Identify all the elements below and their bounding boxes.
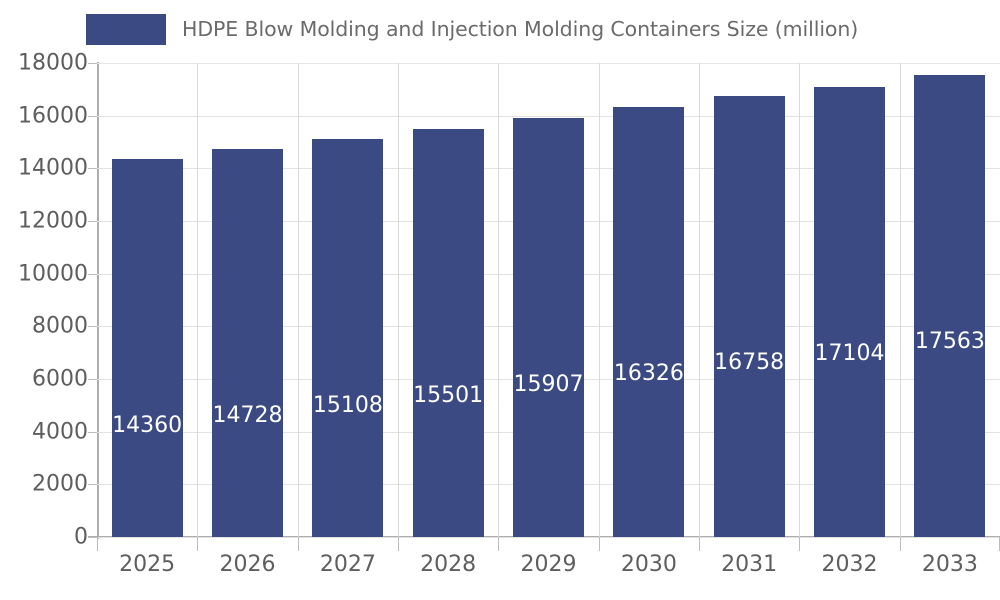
y-axis-tick-label: 8000 — [32, 313, 88, 339]
bar[interactable] — [513, 118, 584, 537]
gridline-vertical — [599, 63, 600, 537]
x-axis-tick — [900, 537, 901, 551]
x-axis-tick — [97, 537, 98, 551]
y-axis-tick — [88, 379, 97, 380]
y-axis-tick-label: 10000 — [18, 261, 88, 287]
x-axis-tick-label: 2030 — [620, 552, 677, 577]
legend-color-swatch — [86, 13, 166, 45]
bar[interactable] — [613, 107, 685, 537]
x-axis-tick-label: 2027 — [319, 552, 376, 577]
x-axis-tick-label: 2026 — [219, 552, 276, 577]
chart-legend[interactable]: HDPE Blow Molding and Injection Molding … — [86, 12, 858, 46]
x-axis-tick — [699, 537, 700, 551]
x-axis-tick — [298, 537, 299, 551]
gridline-vertical — [699, 63, 700, 537]
gridline-vertical — [298, 63, 299, 537]
legend-label: HDPE Blow Molding and Injection Molding … — [182, 17, 859, 41]
y-axis-tick — [88, 537, 97, 538]
y-axis-tick — [88, 273, 97, 275]
gridline-vertical — [498, 63, 499, 537]
gridline-horizontal — [97, 63, 1000, 64]
y-axis-tick — [88, 168, 97, 170]
y-axis-spine — [97, 62, 99, 539]
y-axis-tick — [88, 63, 97, 64]
y-axis-tick — [88, 115, 97, 117]
plot-area: 14360 14728 15108 15501 15907 16326 16758 17104… — [88, 63, 1000, 551]
x-axis-tick-label: 2032 — [821, 552, 878, 577]
x-axis-tick-label: 2025 — [119, 552, 176, 577]
gridline-vertical — [799, 63, 800, 537]
gridline-vertical — [197, 63, 198, 537]
y-axis-tick — [88, 431, 97, 433]
gridline-horizontal — [97, 115, 1000, 117]
y-axis-tick — [88, 326, 97, 328]
x-axis-tick-label: 2033 — [921, 552, 978, 577]
gridline-vertical — [900, 63, 901, 537]
y-axis-tick-label: 12000 — [18, 208, 88, 234]
x-axis-tick — [498, 537, 499, 551]
x-axis-tick — [398, 537, 399, 551]
y-axis-tick-label: 14000 — [18, 155, 88, 181]
y-axis-tick-label: 18000 — [18, 50, 88, 76]
bar[interactable] — [713, 95, 785, 537]
bar[interactable] — [412, 128, 484, 537]
y-axis-tick-label: 0 — [74, 524, 88, 550]
x-axis-tick — [599, 537, 600, 551]
x-axis-tick — [197, 537, 198, 551]
x-axis-tick — [799, 537, 800, 551]
x-axis-tick-label: 2028 — [420, 552, 477, 577]
bar[interactable] — [914, 74, 986, 537]
y-axis-tick-label: 2000 — [32, 471, 88, 497]
bar[interactable] — [111, 158, 183, 537]
gridline-horizontal — [97, 537, 1000, 538]
y-axis-tick — [88, 221, 97, 222]
y-axis-tick-label: 6000 — [32, 366, 88, 392]
x-axis-tick-label: 2029 — [520, 552, 577, 577]
x-axis-tick-label: 2031 — [721, 552, 778, 577]
y-axis-tick — [88, 484, 97, 486]
gridline-vertical — [398, 63, 399, 537]
bar[interactable] — [212, 149, 283, 537]
bar[interactable] — [312, 139, 384, 537]
y-axis-tick-label: 16000 — [18, 103, 88, 129]
bar[interactable] — [814, 86, 885, 537]
y-axis-tick-label: 4000 — [32, 419, 88, 445]
